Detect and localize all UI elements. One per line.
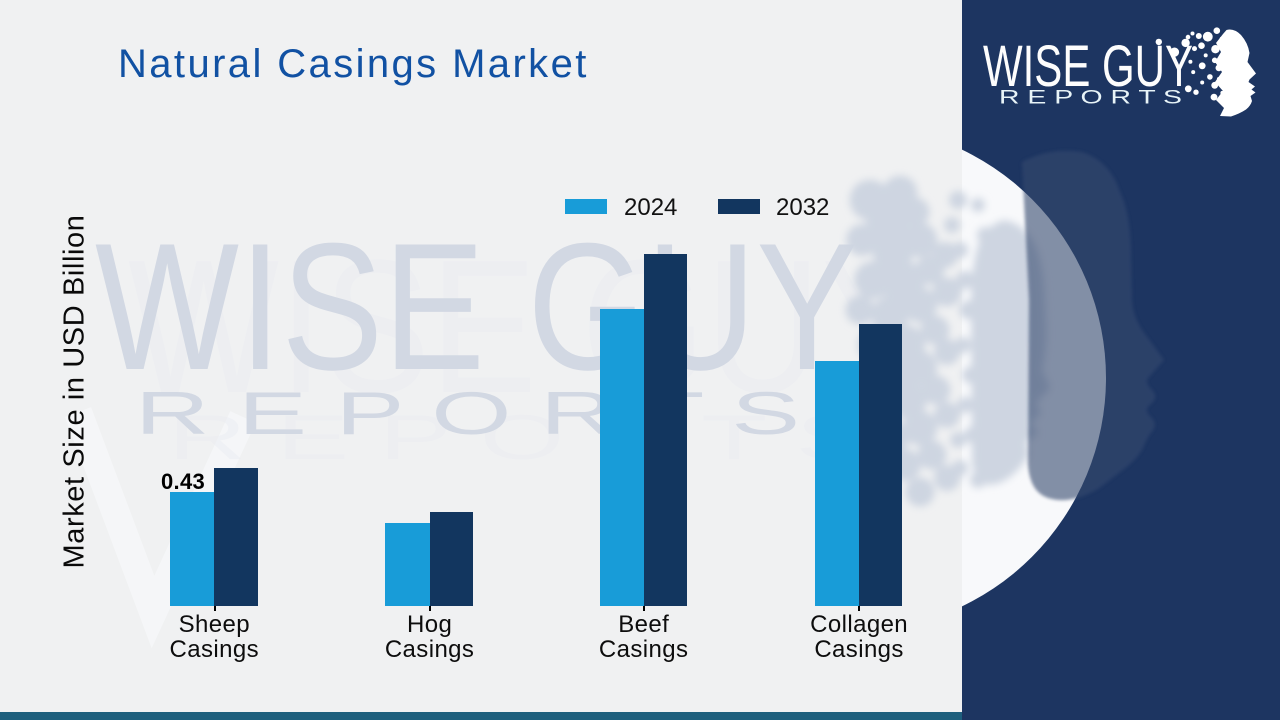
svg-text:WISE GUY: WISE GUY <box>128 221 928 433</box>
svg-text:WISE GUY: WISE GUY <box>95 206 858 408</box>
svg-text:R E P O R T S: R E P O R T S <box>168 403 868 473</box>
svg-text:R E P O R T S: R E P O R T S <box>135 380 800 447</box>
svg-text:R E P O R T S: R E P O R T S <box>999 87 1182 109</box>
